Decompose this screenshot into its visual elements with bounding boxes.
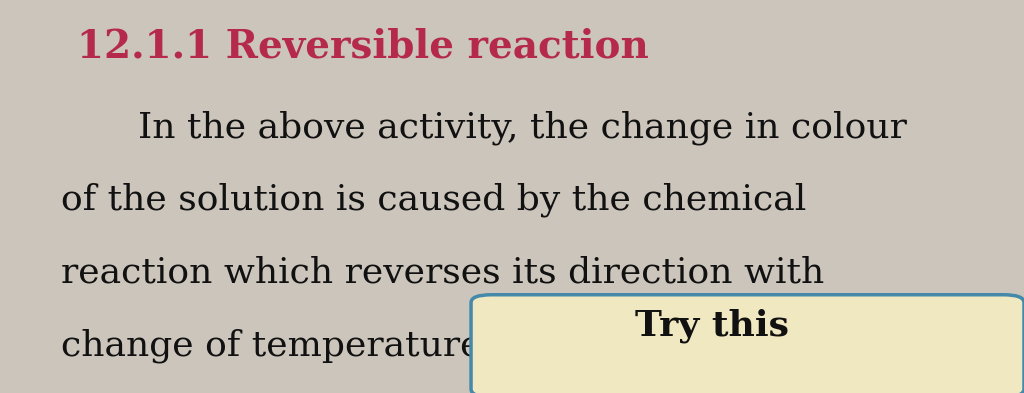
Text: In the above activity, the change in colour: In the above activity, the change in col…	[138, 110, 907, 145]
Text: reaction which reverses its direction with: reaction which reverses its direction wi…	[61, 255, 824, 290]
FancyBboxPatch shape	[471, 295, 1024, 393]
Text: change of temperature.: change of temperature.	[61, 328, 494, 363]
Text: Try this: Try this	[635, 309, 788, 343]
Text: of the solution is caused by the chemical: of the solution is caused by the chemica…	[61, 183, 807, 217]
Text: 12.1.1 Reversible reaction: 12.1.1 Reversible reaction	[77, 28, 648, 66]
